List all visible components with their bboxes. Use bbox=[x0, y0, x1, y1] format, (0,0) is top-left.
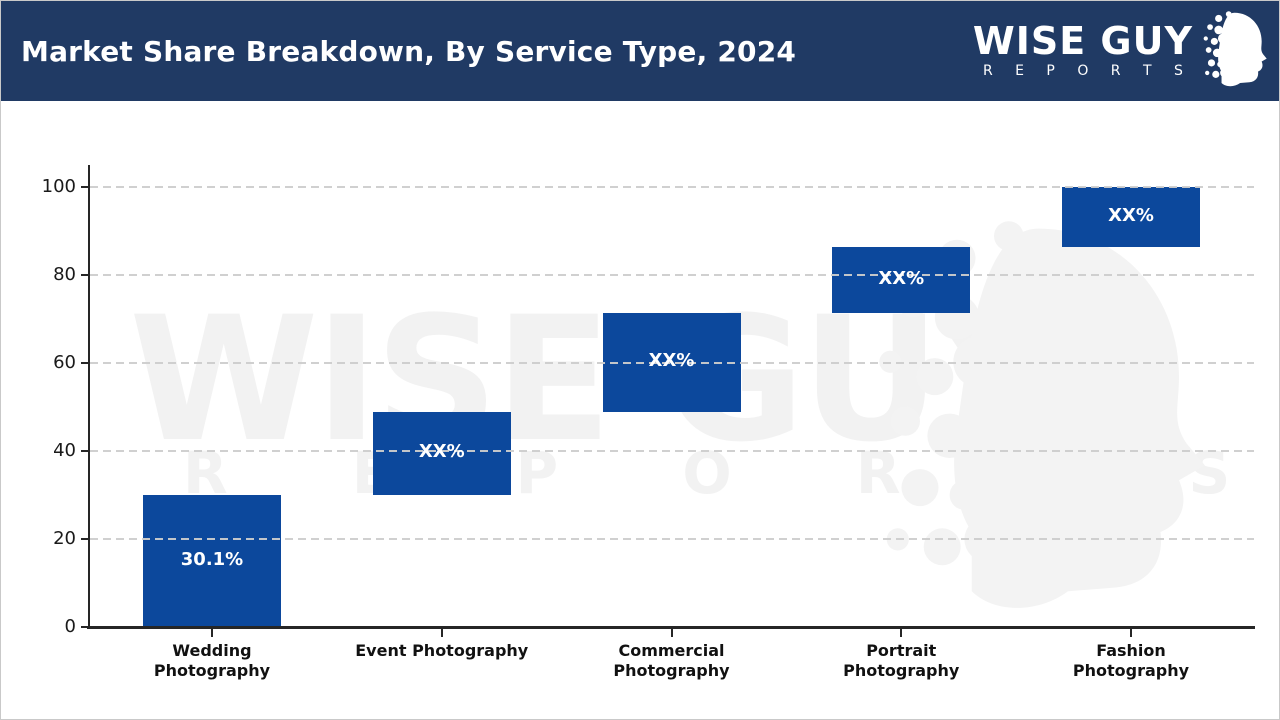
y-tick-mark bbox=[81, 626, 89, 628]
x-tick-label: Fashion Photography bbox=[1072, 641, 1190, 680]
x-tick-label: Wedding Photography bbox=[153, 641, 271, 680]
gridline-80 bbox=[90, 274, 1254, 276]
y-tick-label: 60 bbox=[53, 352, 76, 373]
logo-text: WISE GUY R E P O R T S bbox=[973, 21, 1193, 79]
wiseguy-logo: WISE GUY R E P O R T S bbox=[973, 7, 1269, 93]
logo-subtitle: R E P O R T S bbox=[982, 63, 1192, 79]
x-axis-line bbox=[87, 626, 1255, 629]
y-tick-mark bbox=[81, 274, 89, 276]
bar-segment bbox=[143, 494, 281, 627]
y-tick-mark bbox=[81, 186, 89, 188]
y-tick-mark bbox=[81, 450, 89, 452]
gridline-20 bbox=[90, 538, 1254, 540]
y-tick-mark bbox=[81, 362, 89, 364]
bar-value-label: 30.1% bbox=[180, 548, 244, 570]
y-tick-label: 100 bbox=[41, 176, 76, 197]
y-tick-mark bbox=[81, 538, 89, 540]
x-tick-mark bbox=[900, 629, 903, 637]
x-tick-mark bbox=[670, 629, 673, 637]
x-tick-mark bbox=[1130, 629, 1132, 637]
x-tick-label: Commercial Photography bbox=[613, 641, 730, 680]
logo-face-icon bbox=[1203, 11, 1267, 87]
gridline-60 bbox=[90, 362, 1254, 364]
bar-segment bbox=[832, 246, 971, 313]
page-title: Market Share Breakdown, By Service Type,… bbox=[21, 34, 797, 68]
bar-value-label: XX% bbox=[878, 267, 925, 289]
y-tick-label: 20 bbox=[53, 528, 76, 549]
x-tick-label: Portrait Photography bbox=[843, 641, 960, 680]
gridline-100 bbox=[90, 186, 1254, 188]
gridline-40 bbox=[90, 450, 1254, 452]
y-tick-label: 40 bbox=[53, 440, 76, 461]
bar-value-label: XX% bbox=[648, 350, 695, 372]
bar-segment bbox=[1062, 187, 1200, 247]
y-axis-line bbox=[88, 165, 90, 629]
x-tick-mark bbox=[440, 629, 443, 637]
bar-value-label: XX% bbox=[418, 441, 465, 463]
bar-segment bbox=[372, 411, 511, 495]
x-tick-mark bbox=[211, 629, 213, 637]
header: Market Share Breakdown, By Service Type,… bbox=[1, 1, 1279, 101]
x-tick-label: Event Photography bbox=[355, 641, 529, 660]
y-tick-label: 80 bbox=[53, 264, 76, 285]
y-tick-label: 0 bbox=[64, 616, 76, 637]
bar-value-label: XX% bbox=[1108, 204, 1154, 226]
logo-wordmark: WISE GUY bbox=[972, 19, 1193, 63]
